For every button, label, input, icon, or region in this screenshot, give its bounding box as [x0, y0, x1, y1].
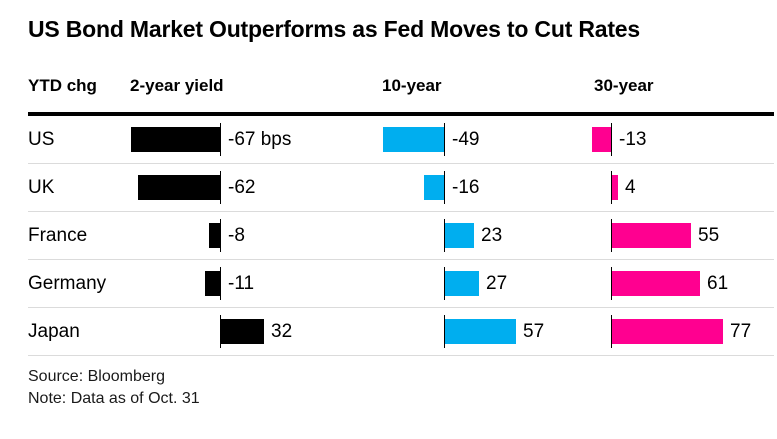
row-label: US	[28, 129, 55, 150]
bar-value-label: -67 bps	[228, 129, 292, 150]
bar-30-year	[612, 175, 618, 200]
baseline-tick	[444, 123, 445, 156]
bar-value-label: 57	[523, 321, 545, 342]
col-header-ytd-chg: YTD chg	[28, 76, 97, 95]
bar-value-label: -62	[228, 177, 256, 198]
chart-title: US Bond Market Outperforms as Fed Moves …	[28, 16, 640, 42]
col-header-2-year: 2-year yield	[130, 76, 224, 95]
bar-10-year	[383, 127, 444, 152]
row-label: UK	[28, 177, 55, 198]
row-label: Germany	[28, 273, 107, 294]
bar-value-label: -49	[452, 129, 480, 150]
bar-value-label: 77	[730, 321, 752, 342]
bar-value-label: 55	[698, 225, 720, 246]
baseline-tick	[444, 267, 445, 300]
header-rule	[28, 112, 774, 116]
bar-2-year	[209, 223, 220, 248]
table-row: Germany -11 27 61	[28, 260, 774, 308]
baseline-tick	[611, 267, 612, 300]
bar-10-year	[445, 271, 479, 296]
bar-value-label: -13	[619, 129, 647, 150]
baseline-tick	[220, 219, 221, 252]
bar-value-label: -11	[228, 273, 255, 294]
bar-2-year	[138, 175, 220, 200]
bar-value-label: 61	[707, 273, 729, 294]
source-note: Source: Bloomberg	[28, 368, 165, 385]
baseline-tick	[444, 219, 445, 252]
data-note: Note: Data as of Oct. 31	[28, 390, 200, 407]
bar-10-year	[445, 319, 516, 344]
bar-30-year	[612, 271, 700, 296]
baseline-tick	[611, 315, 612, 348]
baseline-tick	[220, 123, 221, 156]
bar-10-year	[445, 223, 474, 248]
baseline-tick	[220, 315, 221, 348]
baseline-tick	[611, 219, 612, 252]
bar-2-year	[205, 271, 220, 296]
row-label: Japan	[28, 321, 80, 342]
bar-value-label: 32	[271, 321, 293, 342]
bar-10-year	[424, 175, 444, 200]
table-row: Japan 32 57 77	[28, 308, 774, 356]
baseline-tick	[220, 171, 221, 204]
baseline-tick	[444, 171, 445, 204]
table-row: UK -62 -16 4	[28, 164, 774, 212]
bar-value-label: 23	[481, 225, 503, 246]
chart-rows: US -67 bps -49 -13 UK -62 -16 4 France -8 23 55 Germ…	[0, 116, 777, 356]
bar-30-year	[612, 319, 723, 344]
bar-30-year	[612, 223, 691, 248]
col-header-30-year: 30-year	[594, 76, 654, 95]
baseline-tick	[444, 315, 445, 348]
table-row: US -67 bps -49 -13	[28, 116, 774, 164]
baseline-tick	[611, 171, 612, 204]
bar-2-year	[131, 127, 220, 152]
bar-2-year	[221, 319, 264, 344]
bar-value-label: 27	[486, 273, 508, 294]
baseline-tick	[220, 267, 221, 300]
row-label: France	[28, 225, 88, 246]
bar-value-label: 4	[625, 177, 636, 198]
bar-30-year	[592, 127, 611, 152]
bar-value-label: -16	[452, 177, 480, 198]
baseline-tick	[611, 123, 612, 156]
column-headers: YTD chg 2-year yield 10-year 30-year	[0, 76, 777, 98]
bar-value-label: -8	[228, 225, 245, 246]
col-header-10-year: 10-year	[382, 76, 442, 95]
table-row: France -8 23 55	[28, 212, 774, 260]
footer: Source: Bloomberg Note: Data as of Oct. …	[28, 366, 200, 410]
